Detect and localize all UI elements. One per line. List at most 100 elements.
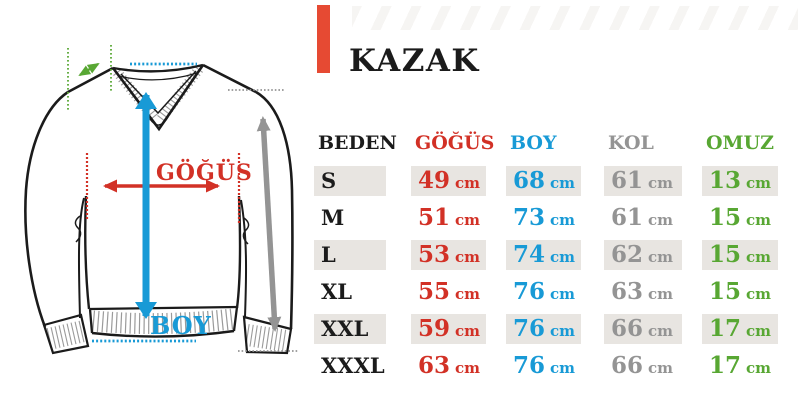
chest-cell: 59 cm bbox=[411, 314, 486, 344]
table-row: M 51 cm 73 cm 61 cm 15 cm bbox=[314, 203, 784, 233]
size-cell: XL bbox=[321, 279, 353, 304]
chest-value: 51 bbox=[418, 204, 451, 231]
unit-label: cm bbox=[746, 359, 772, 377]
unit-label: cm bbox=[550, 248, 576, 266]
unit-label: cm bbox=[550, 322, 576, 340]
page-title: KAZAK bbox=[349, 43, 480, 79]
unit-label: cm bbox=[746, 211, 772, 229]
length-value: 76 bbox=[513, 352, 546, 379]
length-cell: 68 cm bbox=[506, 166, 581, 196]
col-header-gogus: GÖĞÜS bbox=[415, 132, 495, 154]
arm-cell: 61 cm bbox=[604, 203, 682, 233]
length-value: 73 bbox=[513, 204, 546, 231]
table-row: XXL 59 cm 76 cm 66 cm 17 cm bbox=[314, 314, 784, 344]
shoulder-value: 13 bbox=[709, 167, 742, 194]
chest-cell: 51 cm bbox=[411, 203, 486, 233]
unit-label: cm bbox=[746, 322, 772, 340]
chest-arrow bbox=[85, 153, 241, 223]
title-accent-bar bbox=[317, 5, 330, 73]
table-row: L 53 cm 74 cm 62 cm 15 cm bbox=[314, 240, 784, 270]
length-cell: 73 cm bbox=[506, 203, 581, 233]
unit-label: cm bbox=[746, 285, 772, 303]
chest-value: 59 bbox=[418, 315, 451, 342]
arm-value: 66 bbox=[611, 352, 644, 379]
length-cell: 76 cm bbox=[506, 277, 581, 307]
shoulder-value: 17 bbox=[709, 315, 742, 342]
col-header-omuz: OMUZ bbox=[706, 132, 775, 154]
unit-label: cm bbox=[455, 211, 481, 229]
shoulder-value: 15 bbox=[709, 204, 742, 231]
shoulder-value: 17 bbox=[709, 352, 742, 379]
unit-label: cm bbox=[648, 359, 674, 377]
length-cell: 76 cm bbox=[506, 314, 581, 344]
shoulder-value: 15 bbox=[709, 241, 742, 268]
length-cell: 76 cm bbox=[506, 351, 581, 381]
unit-label: cm bbox=[455, 285, 481, 303]
unit-label: cm bbox=[455, 322, 481, 340]
unit-label: cm bbox=[746, 174, 772, 192]
arm-cell: 61 cm bbox=[604, 166, 682, 196]
unit-label: cm bbox=[550, 174, 576, 192]
unit-label: cm bbox=[648, 322, 674, 340]
size-cell: XXXL bbox=[321, 353, 385, 378]
chest-cell: 63 cm bbox=[411, 351, 486, 381]
unit-label: cm bbox=[455, 359, 481, 377]
chest-value: 63 bbox=[418, 352, 451, 379]
table-row: XXXL 63 cm 76 cm 66 cm 17 cm bbox=[314, 351, 784, 381]
unit-label: cm bbox=[648, 211, 674, 229]
sweater-diagram: GÖĞÜS BOY bbox=[24, 45, 299, 355]
size-cell: S bbox=[314, 166, 386, 196]
shoulder-cell: 17 cm bbox=[702, 351, 778, 381]
unit-label: cm bbox=[455, 174, 481, 192]
length-value: 76 bbox=[513, 278, 546, 305]
col-header-kol: KOL bbox=[608, 132, 654, 154]
col-header-boy: BOY bbox=[510, 132, 557, 154]
arm-value: 63 bbox=[611, 278, 644, 305]
unit-label: cm bbox=[648, 174, 674, 192]
chest-cell: 49 cm bbox=[411, 166, 486, 196]
arm-value: 66 bbox=[611, 315, 644, 342]
arm-cell: 62 cm bbox=[604, 240, 682, 270]
size-table: BEDEN GÖĞÜS BOY KOL OMUZ S 49 cm 68 cm 61 c… bbox=[314, 131, 784, 388]
arm-cell: 66 cm bbox=[604, 351, 682, 381]
size-cell: XXL bbox=[314, 314, 386, 344]
shoulder-cell: 15 cm bbox=[702, 277, 778, 307]
chest-cell: 55 cm bbox=[411, 277, 486, 307]
chest-diagram-label: GÖĞÜS bbox=[156, 158, 253, 186]
sweater-outline bbox=[24, 63, 294, 355]
shoulder-value: 15 bbox=[709, 278, 742, 305]
sleeve-arrow bbox=[228, 89, 299, 352]
shoulder-arrow bbox=[67, 45, 112, 111]
length-value: 76 bbox=[513, 315, 546, 342]
unit-label: cm bbox=[550, 285, 576, 303]
table-header-row: BEDEN GÖĞÜS BOY KOL OMUZ bbox=[314, 131, 784, 155]
unit-label: cm bbox=[648, 285, 674, 303]
arm-value: 61 bbox=[611, 204, 644, 231]
shoulder-cell: 13 cm bbox=[702, 166, 778, 196]
length-diagram-label: BOY bbox=[150, 311, 212, 340]
unit-label: cm bbox=[455, 248, 481, 266]
unit-label: cm bbox=[746, 248, 772, 266]
unit-label: cm bbox=[648, 248, 674, 266]
arm-cell: 63 cm bbox=[604, 277, 682, 307]
chest-value: 49 bbox=[418, 167, 451, 194]
table-row: XL 55 cm 76 cm 63 cm 15 cm bbox=[314, 277, 784, 307]
unit-label: cm bbox=[550, 211, 576, 229]
length-value: 68 bbox=[513, 167, 546, 194]
length-value: 74 bbox=[513, 241, 546, 268]
length-arrow bbox=[92, 62, 197, 343]
size-cell: M bbox=[321, 205, 345, 230]
col-header-beden: BEDEN bbox=[318, 132, 397, 154]
chest-cell: 53 cm bbox=[411, 240, 486, 270]
unit-label: cm bbox=[550, 359, 576, 377]
watermark-pattern bbox=[352, 6, 798, 30]
chest-value: 53 bbox=[418, 241, 451, 268]
shoulder-cell: 15 cm bbox=[702, 203, 778, 233]
shoulder-cell: 17 cm bbox=[702, 314, 778, 344]
size-cell: L bbox=[314, 240, 386, 270]
length-cell: 74 cm bbox=[506, 240, 581, 270]
arm-cell: 66 cm bbox=[604, 314, 682, 344]
arm-value: 61 bbox=[611, 167, 644, 194]
arm-value: 62 bbox=[611, 241, 644, 268]
